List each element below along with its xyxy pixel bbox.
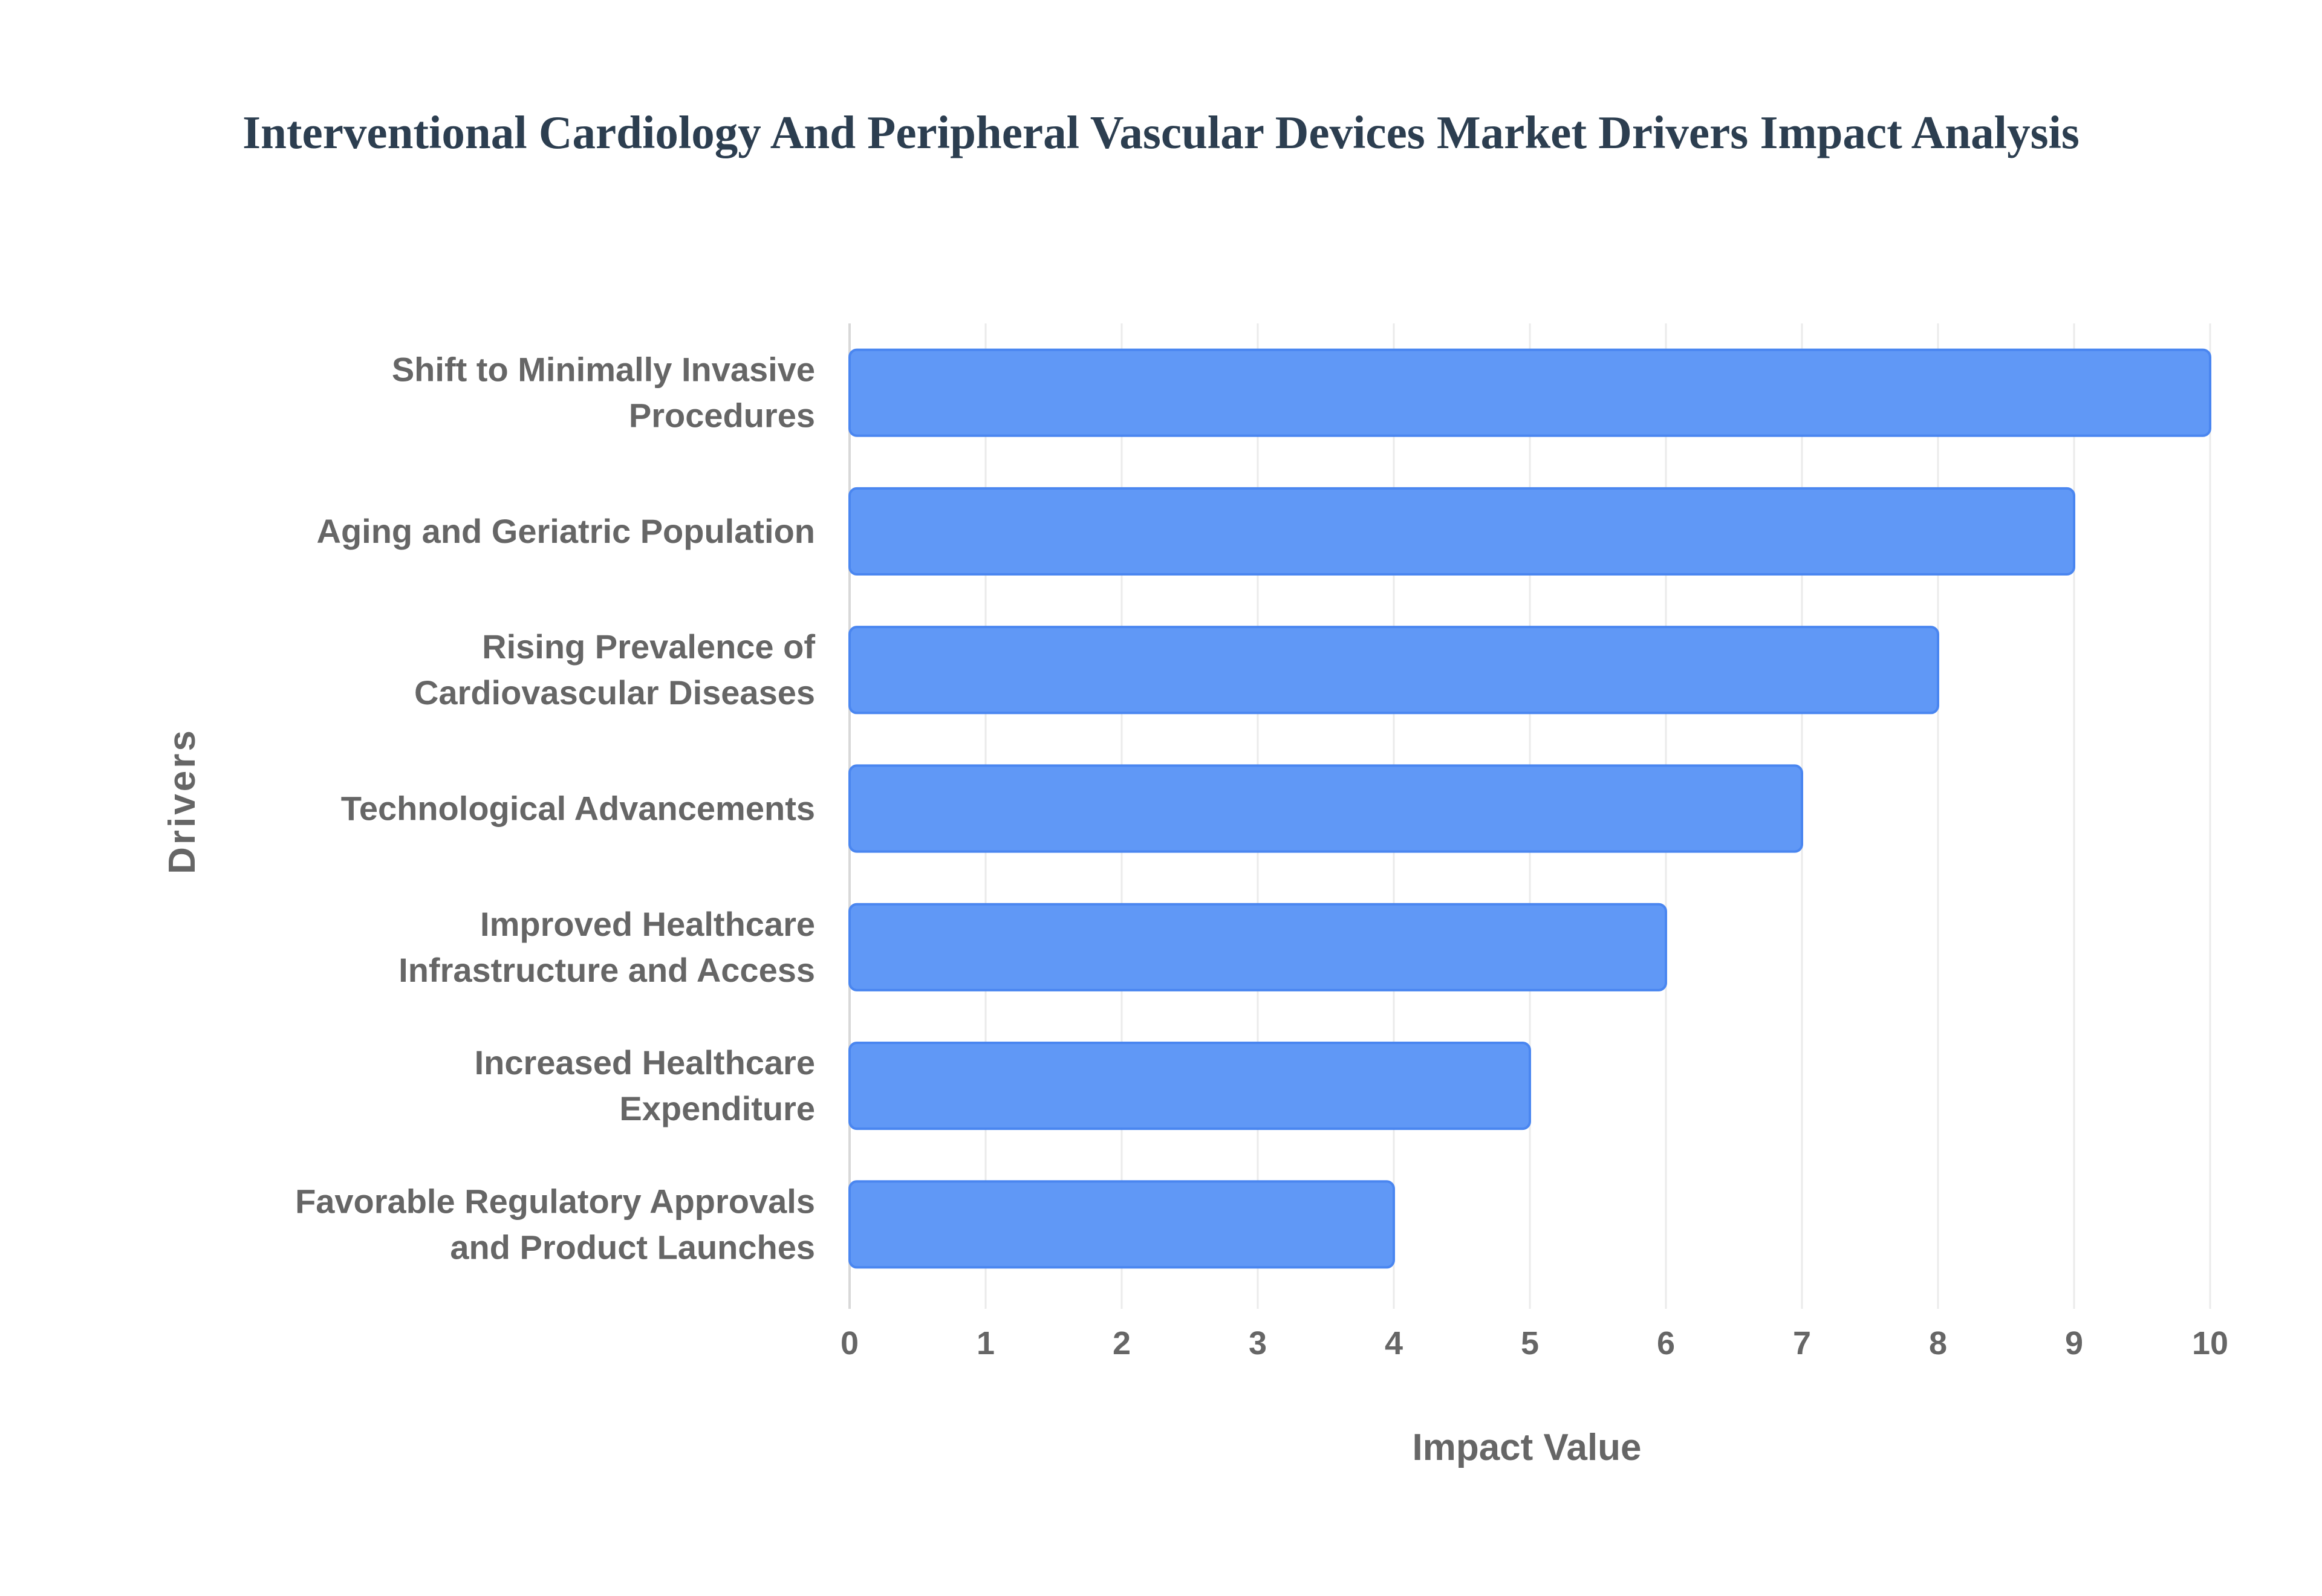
bar bbox=[848, 487, 2075, 576]
bar bbox=[848, 903, 1667, 991]
x-tick-label: 5 bbox=[1521, 1325, 1539, 1361]
y-axis-title: Drivers bbox=[161, 728, 203, 874]
category-label: Technological Advancements bbox=[341, 790, 815, 828]
bar bbox=[848, 764, 1803, 853]
x-tick-label: 2 bbox=[1113, 1325, 1131, 1361]
category-label: Improved Healthcare Infrastructure and Ac… bbox=[398, 905, 815, 989]
bar bbox=[848, 626, 1939, 715]
category-label: Shift to Minimally Invasive Procedures bbox=[392, 351, 815, 435]
chart-title: Interventional Cardiology And Peripheral… bbox=[242, 106, 2080, 158]
x-tick-label: 6 bbox=[1657, 1325, 1675, 1361]
category-label: Increased Healthcare Expenditure bbox=[475, 1043, 815, 1127]
bar bbox=[848, 1041, 1531, 1130]
x-tick-label: 10 bbox=[2192, 1325, 2228, 1361]
x-tick-label: 0 bbox=[841, 1325, 859, 1361]
bar bbox=[848, 1180, 1395, 1269]
category-label: Rising Prevalence of Cardiovascular Disea… bbox=[414, 628, 815, 712]
x-tick-label: 4 bbox=[1385, 1325, 1403, 1361]
category-labels: Shift to Minimally Invasive Procedures Agi… bbox=[295, 351, 815, 1267]
x-tick-label: 9 bbox=[2065, 1325, 2083, 1361]
bars bbox=[848, 348, 2211, 1269]
x-tick-label: 8 bbox=[1929, 1325, 1947, 1361]
x-tick-label: 1 bbox=[977, 1325, 995, 1361]
category-label: Aging and Geriatric Population bbox=[317, 512, 816, 550]
x-axis-title: Impact Value bbox=[1412, 1427, 1641, 1468]
x-tick-label: 7 bbox=[1793, 1325, 1811, 1361]
x-tick-label: 3 bbox=[1249, 1325, 1267, 1361]
x-tick-labels: 0 1 2 3 4 5 6 7 8 9 10 bbox=[841, 1325, 2228, 1361]
category-label: Favorable Regulatory Approvals and Produc… bbox=[295, 1182, 815, 1266]
bar bbox=[848, 348, 2211, 437]
